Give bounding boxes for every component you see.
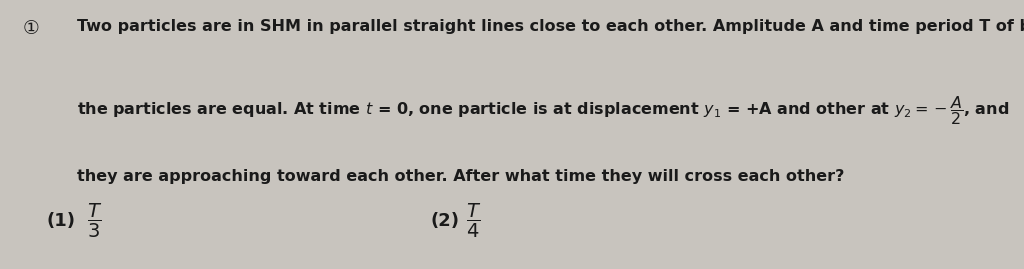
Text: $\dfrac{T}{4}$: $\dfrac{T}{4}$ xyxy=(466,201,481,240)
Text: the particles are equal. At time $t$ = 0, one particle is at displacement $y_1$ : the particles are equal. At time $t$ = 0… xyxy=(77,94,1009,127)
Text: Two particles are in SHM in parallel straight lines close to each other. Amplitu: Two particles are in SHM in parallel str… xyxy=(77,19,1024,34)
Text: $\dfrac{T}{3}$: $\dfrac{T}{3}$ xyxy=(87,201,102,240)
Text: (1): (1) xyxy=(46,212,75,229)
Text: ①: ① xyxy=(23,19,39,38)
Text: they are approaching toward each other. After what time they will cross each oth: they are approaching toward each other. … xyxy=(77,169,844,185)
Text: (2): (2) xyxy=(430,212,459,229)
